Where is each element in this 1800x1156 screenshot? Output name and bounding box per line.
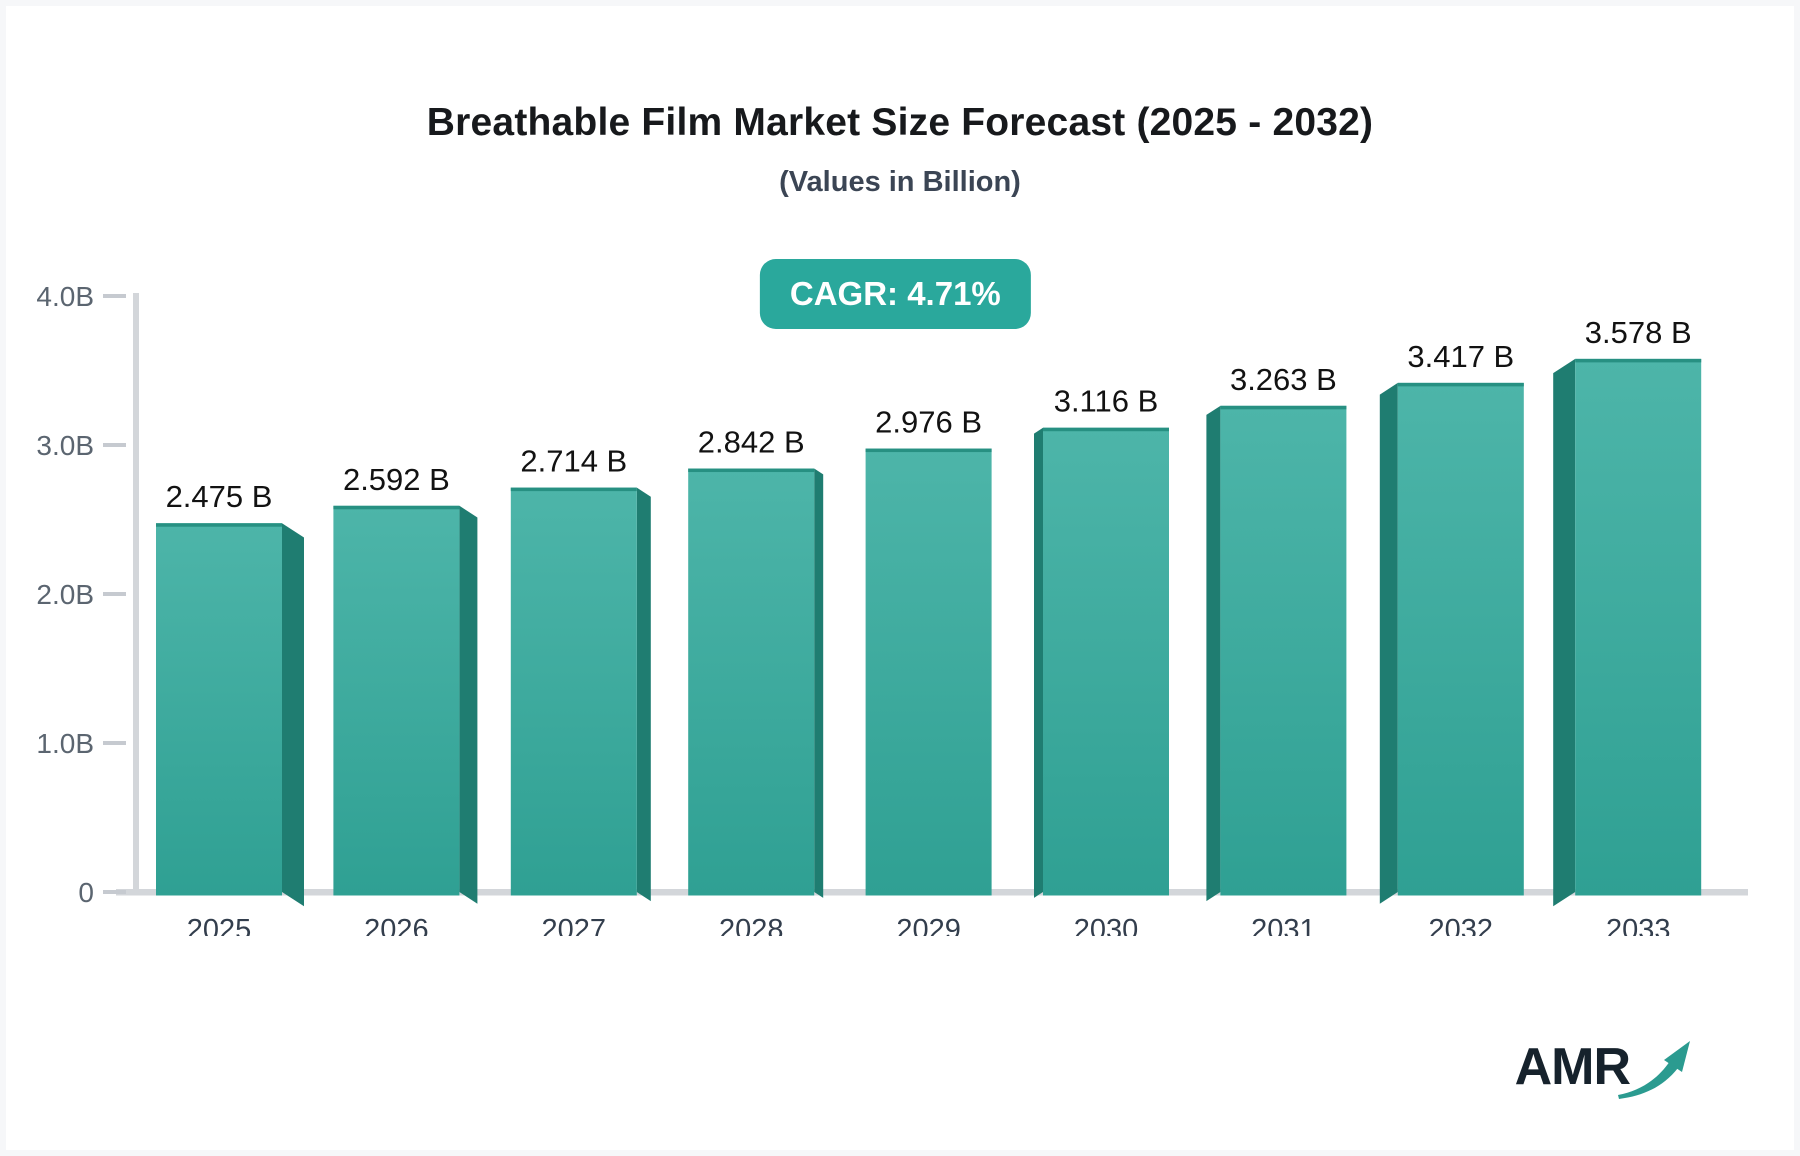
bar-side-2033 <box>1553 358 1576 907</box>
bar-value-label: 2.976 B <box>875 405 982 440</box>
bar-value-label: 2.714 B <box>520 444 627 479</box>
trend-up-arrow-svg <box>1618 1041 1690 1099</box>
bar-value-label: 3.578 B <box>1585 315 1692 350</box>
y-tick-label: 3.0B <box>36 430 94 461</box>
y-axis-line <box>133 293 139 895</box>
x-tick-label: 2025 <box>187 914 252 936</box>
bar-2032 <box>1397 382 1524 896</box>
bar-value-label: 2.592 B <box>343 462 450 497</box>
bar-top-edge-2033 <box>1575 358 1702 363</box>
bar-value-label: 2.842 B <box>698 425 805 460</box>
y-tick-label: 1.0B <box>36 728 94 759</box>
y-tick-mark <box>103 443 126 447</box>
amr-logo-text: AMR <box>1514 1038 1631 1096</box>
x-tick-label: 2028 <box>719 914 784 936</box>
bar-side-2030 <box>1034 427 1043 898</box>
chart-card: Breathable Film Market Size Forecast (20… <box>6 6 1794 1150</box>
cagr-badge: CAGR: 4.71% <box>759 259 1031 329</box>
bar-value-label: 3.116 B <box>1054 384 1159 419</box>
bar-value-label: 2.475 B <box>166 479 273 514</box>
x-tick-label: 2027 <box>542 914 607 936</box>
amr-logo: AMR <box>1515 1041 1694 1104</box>
x-tick-label: 2033 <box>1606 914 1671 936</box>
bar-side-2026 <box>459 505 478 904</box>
x-tick-label: 2030 <box>1074 914 1139 936</box>
x-tick-label: 2032 <box>1429 914 1494 936</box>
y-tick-label: 4.0B <box>36 281 94 312</box>
x-tick-label: 2026 <box>364 914 429 936</box>
bar-top-edge-2025 <box>156 523 282 527</box>
bar-2033 <box>1575 358 1702 896</box>
bar-chart-svg: 4.0B 3.0B 2.0B 1.0B 0 2.475 B 2025 2.592 B 2026 2… <box>36 281 1748 936</box>
y-tick-mark <box>103 741 126 745</box>
bar-value-label: 3.417 B <box>1407 339 1514 374</box>
x-tick-label: 2029 <box>896 914 961 936</box>
bar-top-edge-2027 <box>510 487 637 492</box>
bar-2029 <box>865 448 992 896</box>
bar-top-edge-2031 <box>1220 405 1347 410</box>
y-tick-mark <box>103 294 126 298</box>
bar-2025 <box>156 523 282 896</box>
bar-2031 <box>1220 405 1347 896</box>
y-tick-mark <box>103 890 126 894</box>
bar-side-2031 <box>1206 405 1221 902</box>
bar-2028 <box>688 468 815 896</box>
bar-2027 <box>510 487 637 896</box>
bar-side-2028 <box>814 468 824 898</box>
bar-top-edge-2028 <box>688 468 815 473</box>
bar-2030 <box>1043 427 1169 896</box>
bar-top-edge-2026 <box>333 505 460 510</box>
chart-title: Breathable Film Market Size Forecast (20… <box>426 101 1374 144</box>
trend-up-arrow-icon <box>1616 1035 1694 1104</box>
bar-top-edge-2030 <box>1043 427 1169 432</box>
x-tick-label: 2031 <box>1251 914 1316 936</box>
chart-subtitle: (Values in Billion) <box>779 166 1021 198</box>
bar-top-edge-2032 <box>1397 382 1524 387</box>
y-tick-label: 2.0B <box>36 579 94 610</box>
y-tick-label: 0 <box>78 877 94 908</box>
bar-value-label: 3.263 B <box>1230 362 1337 397</box>
bar-side-2027 <box>636 487 651 902</box>
bar-top-edge-2029 <box>865 448 992 453</box>
y-tick-mark <box>103 592 126 596</box>
bar-side-2025 <box>282 523 304 907</box>
bar-2026 <box>333 505 460 896</box>
bar-side-2032 <box>1379 382 1398 904</box>
